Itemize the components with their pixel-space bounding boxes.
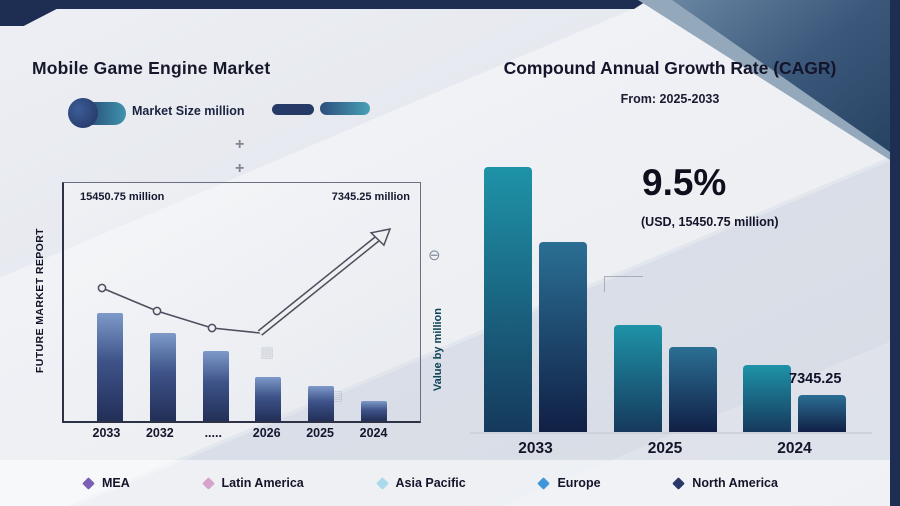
right-bar-2033-primary xyxy=(484,167,532,432)
right-xlabel-2033: 2033 xyxy=(518,440,553,457)
legend-item-mea: MEA xyxy=(82,476,130,490)
left-chart-plot-area: 15450.75 million 7345.25 million ▦ ▤ xyxy=(62,182,421,423)
legend-item-europe: Europe xyxy=(537,476,601,490)
watermark-grid-icon: ▦ xyxy=(260,344,275,361)
toggle-pill-gradient xyxy=(320,102,370,115)
legend-item-label: Asia Pacific xyxy=(395,476,466,490)
diamond-marker-icon xyxy=(375,476,389,490)
legend-item-label: Europe xyxy=(557,476,601,490)
left-bar-2032 xyxy=(149,333,176,421)
bar-group-2025 xyxy=(613,325,717,432)
plus-icon: + xyxy=(235,160,245,177)
bar-group-2033 xyxy=(484,167,587,432)
right-edge-ribbon xyxy=(890,0,900,506)
right-bar-2033-secondary xyxy=(539,242,587,432)
diamond-marker-icon xyxy=(82,476,95,490)
right-xlabel-2024: 2024 xyxy=(777,440,812,457)
right-chart-plot-area xyxy=(470,160,872,434)
bottom-legend-band xyxy=(0,460,900,506)
left-chart-annotation-min: 7345.25 million xyxy=(331,191,410,203)
right-xlabel-2025: 2025 xyxy=(647,440,683,457)
diamond-marker-icon xyxy=(201,476,215,490)
top-edge-ribbon xyxy=(0,0,648,9)
left-bar-..... xyxy=(202,351,229,421)
left-xlabel-2032: 2032 xyxy=(145,426,174,440)
right-chart-xlabels: 2033 2025 2024 xyxy=(470,440,872,458)
diamond-marker-icon xyxy=(672,476,686,490)
right-chart-subtitle: From: 2025-2033 xyxy=(620,92,720,106)
legend-item-label: Latin America xyxy=(221,476,304,490)
left-xlabel-2033: 2033 xyxy=(92,426,121,440)
left-chart-xlabels: 2033 2032..... 2026 2025 2024 xyxy=(62,426,418,440)
legend-marker-capsule xyxy=(68,98,126,128)
right-bar-2024-primary xyxy=(743,365,791,432)
right-chart-y-axis-label: Value by million xyxy=(432,308,444,392)
circle-shape xyxy=(68,98,98,128)
left-bar-2026 xyxy=(255,377,282,421)
diamond-marker-icon xyxy=(537,476,551,490)
left-chart-annotation-max: 15450.75 million xyxy=(80,191,165,203)
right-chart-bars xyxy=(470,160,872,432)
left-chart-title: Mobile Game Engine Market xyxy=(32,58,271,78)
cagr-value: 9.5% xyxy=(642,162,727,203)
left-chart-y-axis-label: FUTURE MARKET REPORT xyxy=(34,228,46,374)
left-bar-2033 xyxy=(96,313,123,421)
left-xlabel-2026: 2026 xyxy=(252,426,281,440)
legend-item-latin-america: Latin America xyxy=(201,476,304,490)
right-bar-2024-secondary xyxy=(798,395,846,432)
minus-circle-icon: ⊖ xyxy=(428,247,441,264)
right-chart-title: Compound Annual Growth Rate (CAGR) xyxy=(503,58,837,78)
bracket-decoration xyxy=(604,276,643,292)
market-size-legend-label: Market Size million xyxy=(132,104,245,118)
plus-icon: + xyxy=(235,136,245,153)
legend-item-label: MEA xyxy=(102,476,130,490)
bar-group-2024 xyxy=(743,365,846,432)
right-bar-2025-secondary xyxy=(668,347,717,432)
legend-item-asia-pacific: Asia Pacific xyxy=(375,476,466,490)
legend-item-north-america: North America xyxy=(672,476,778,490)
region-legend: MEA Latin America Asia Pacific Europe North … xyxy=(82,476,778,490)
left-xlabel-2024: 2024 xyxy=(359,426,388,440)
left-bar-2024 xyxy=(361,401,388,421)
left-chart-bars xyxy=(64,183,420,421)
right-chart-bar-annotation: 7345.25 xyxy=(789,371,842,387)
right-bar-2025-primary xyxy=(613,325,662,432)
cagr-note: (USD, 15450.75 million) xyxy=(641,215,779,229)
toggle-pill-dark xyxy=(272,104,314,115)
left-bar-2025 xyxy=(308,386,335,421)
legend-item-label: North America xyxy=(692,476,778,490)
left-xlabel-.....: ..... xyxy=(204,426,222,440)
left-xlabel-2025: 2025 xyxy=(306,426,335,440)
top-left-corner-ribbon xyxy=(0,0,74,26)
